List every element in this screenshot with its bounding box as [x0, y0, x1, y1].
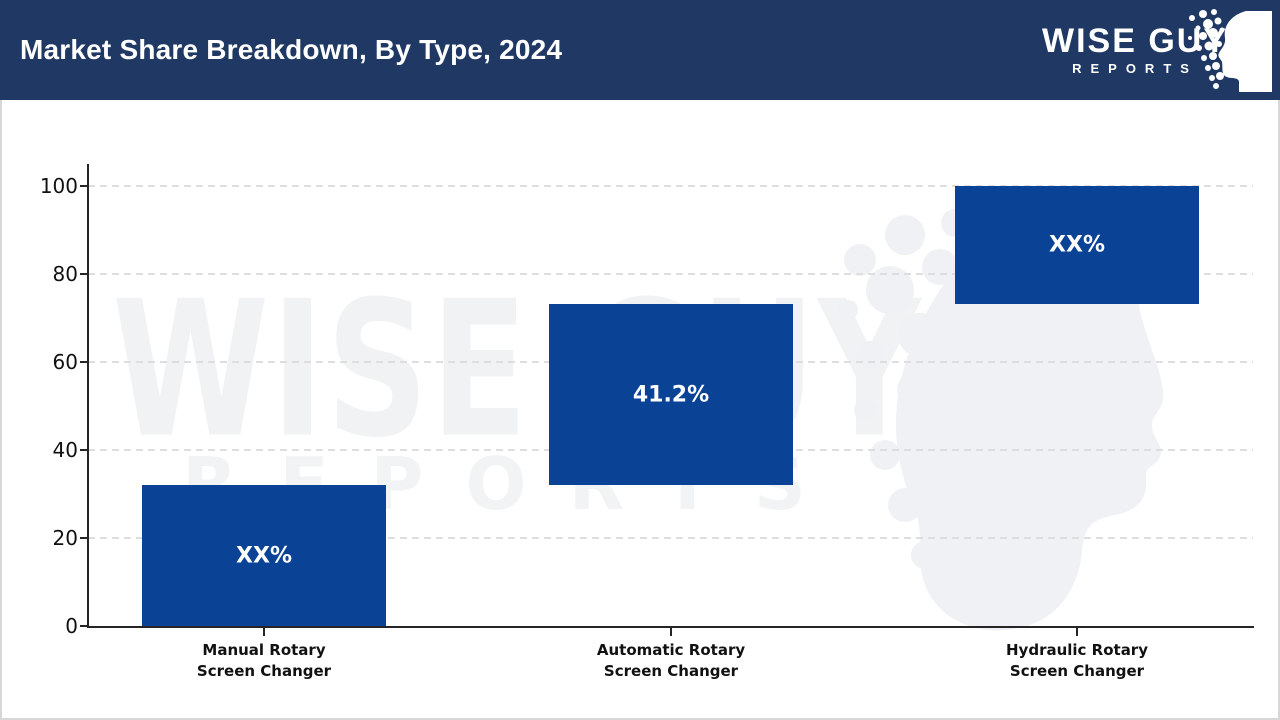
plot-area: 0 20 40 60 80 100 XX% Manual Rotary Screen Chan…	[0, 100, 1280, 720]
x-axis-line	[87, 626, 1254, 628]
wise-guy-reports-logo: WISE GUY REPORTS	[1032, 8, 1272, 92]
y-tick-label: 40	[52, 438, 78, 462]
bar-value-label: XX%	[1049, 232, 1105, 258]
y-tick-label: 20	[52, 526, 78, 550]
y-tick-mark	[80, 625, 88, 627]
logo-head-dots-icon	[1188, 9, 1272, 92]
gridline-100	[88, 185, 1253, 187]
x-tick-mark	[1076, 628, 1078, 636]
y-axis-line	[87, 164, 89, 628]
y-tick-mark	[80, 449, 88, 451]
bar-segment	[142, 485, 386, 626]
y-tick-mark	[80, 185, 88, 187]
bar-segment	[955, 186, 1199, 304]
bar-segment	[549, 303, 793, 486]
gridline-20	[88, 537, 1253, 539]
x-tick-mark	[670, 628, 672, 636]
logo-subtitle: REPORTS	[1072, 61, 1198, 76]
x-category-label: Manual Rotary Screen Changer	[196, 641, 332, 680]
logo-wordmark: WISE GUY	[1042, 22, 1229, 60]
gridline-80	[88, 273, 1253, 275]
y-tick-mark	[80, 537, 88, 539]
right-border	[1278, 100, 1280, 720]
page-title: Market Share Breakdown, By Type, 2024	[20, 34, 563, 65]
y-tick-mark	[80, 273, 88, 275]
y-tick-label: 60	[52, 350, 78, 374]
bar-value-label: 41.2%	[632, 382, 710, 408]
y-tick-label: 80	[52, 262, 78, 286]
x-category-label: Hydraulic Rotary Screen Changer	[1006, 641, 1148, 680]
y-tick-label: 100	[39, 174, 78, 198]
x-category-label: Automatic Rotary Screen Changer	[596, 641, 746, 680]
y-tick-mark	[80, 361, 88, 363]
left-border	[0, 100, 2, 720]
x-tick-mark	[263, 628, 265, 636]
bar-value-label: XX%	[236, 543, 292, 569]
bottom-border	[0, 718, 1280, 720]
logo-text: WISE GUY REPORTS	[1042, 24, 1228, 76]
header-bar: Market Share Breakdown, By Type, 2024 WI…	[0, 0, 1280, 100]
y-tick-label: 0	[65, 614, 78, 638]
